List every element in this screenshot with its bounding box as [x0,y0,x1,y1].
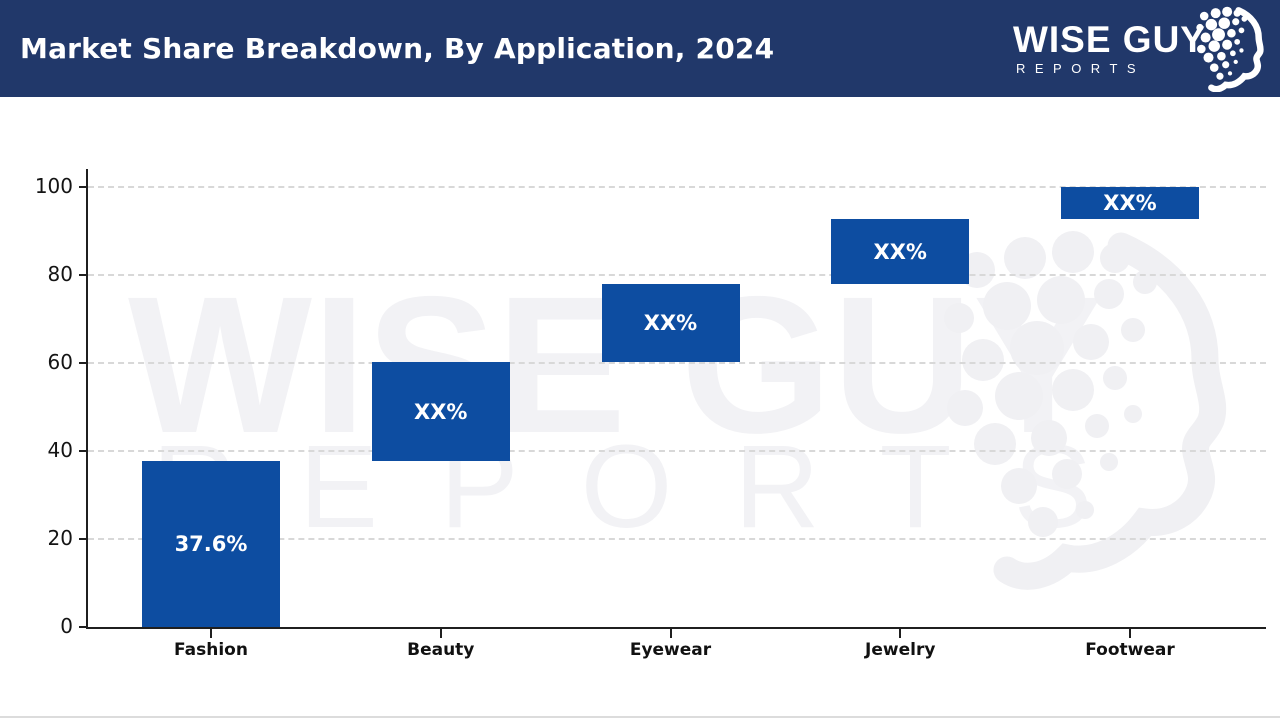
x-tick-footwear [1129,629,1131,638]
y-axis-line [86,169,88,629]
y-tick-60 [79,361,88,364]
bottom-border [0,716,1280,718]
gridline-80 [88,273,1266,276]
bar-beauty: XX% [371,361,510,462]
page-title: Market Share Breakdown, By Application, … [20,32,775,65]
x-axis-label-fashion: Fashion [174,640,248,660]
bar-jewelry: XX% [831,219,970,285]
y-tick-label-60: 60 [47,349,73,374]
y-tick-20 [79,537,88,540]
bar-value-label-eyewear: XX% [643,311,698,336]
gridline-40 [88,449,1266,452]
x-tick-fashion [210,629,212,638]
watermark-face-icon [935,198,1235,618]
wiseguy-face-logo-icon [1194,6,1266,92]
logo-wordmark: WISE GUY [1012,19,1206,60]
y-tick-label-100: 100 [34,173,73,198]
x-axis-line [86,627,1266,629]
y-tick-40 [79,449,88,452]
x-axis-label-eyewear: Eyewear [629,640,712,660]
wiseguy-logo: WISE GUY REPORTS [1013,6,1266,92]
bar-eyewear: XX% [601,284,740,362]
bar-value-label-footwear: XX% [1103,190,1157,215]
x-axis-label-jewelry: Jewelry [865,640,936,660]
gridline-100 [88,185,1266,188]
y-tick-100 [79,185,88,188]
y-tick-label-20: 20 [47,525,73,550]
y-tick-80 [79,273,88,276]
x-tick-jewelry [899,629,902,638]
y-tick-label-80: 80 [47,261,73,286]
y-tick-label-40: 40 [47,437,73,462]
y-tick-0 [79,626,88,628]
header-bar: Market Share Breakdown, By Application, … [0,0,1280,97]
logo-subtitle: REPORTS [1015,61,1146,76]
x-tick-eyewear [669,629,672,638]
watermark-subtitle: REPORTS [152,421,1155,553]
y-tick-label-0: 0 [60,614,73,638]
x-axis-label-footwear: Footwear [1085,640,1175,660]
x-tick-beauty [439,629,442,638]
x-axis-label-beauty: Beauty [407,640,475,660]
bar-value-label-jewelry: XX% [873,239,927,264]
gridline-60 [88,361,1266,364]
bar-footwear: XX% [1061,186,1199,220]
bar-value-label-beauty: XX% [414,399,468,424]
wiseguy-logo-text: WISE GUY REPORTS [1013,21,1206,76]
bar-value-label-fashion: 37.6% [174,532,248,557]
bar-fashion: 37.6% [142,461,280,627]
gridline-20 [88,537,1266,540]
